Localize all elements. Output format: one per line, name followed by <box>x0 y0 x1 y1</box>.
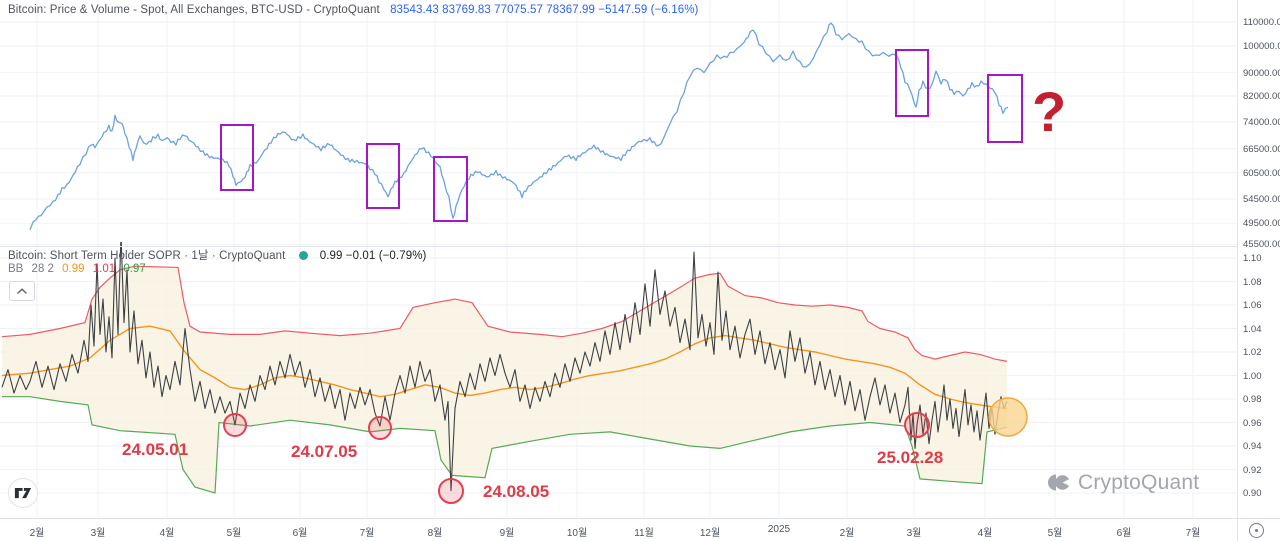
price-tick-label: 66500.00 <box>1243 144 1280 155</box>
bollinger-band-fill <box>2 266 1007 493</box>
bb-mid-value: 0.99 <box>62 263 85 275</box>
price-tick-label: 45500.00 <box>1243 239 1280 250</box>
time-tick-label: 12월 <box>699 528 721 539</box>
time-tick-label: 6월 <box>292 528 308 539</box>
price-scale-separator <box>1237 0 1238 541</box>
time-tick-label: 10월 <box>566 528 588 539</box>
time-tick-label: 9월 <box>499 528 515 539</box>
bb-upper-value: 1.01 <box>92 263 116 275</box>
price-tick-label: 100000.00 <box>1243 41 1280 52</box>
time-tick-label: 5월 <box>1047 528 1063 539</box>
orange-highlight-circle[interactable] <box>988 397 1028 437</box>
time-tick-label: 4월 <box>977 528 993 539</box>
time-tick-label: 2025 <box>767 524 791 535</box>
cryptoquant-watermark: CryptoQuant <box>1044 469 1199 496</box>
price-pane-title: Bitcoin: Price & Volume - Spot, All Exch… <box>8 4 380 16</box>
sopr-line <box>1 242 1008 492</box>
sopr-tick-label: 0.98 <box>1243 394 1262 405</box>
time-tick-label: 2월 <box>29 528 45 539</box>
pane-separator[interactable] <box>0 246 1237 247</box>
collapse-pane-button[interactable] <box>9 281 35 301</box>
time-tick-label: 3월 <box>906 528 922 539</box>
time-tick-label: 2월 <box>839 528 855 539</box>
sopr-tick-label: 0.92 <box>1243 465 1262 476</box>
sopr-tick-label: 1.06 <box>1243 300 1262 311</box>
bollinger-legend[interactable]: BB 28 2 0.99 1.01 0.97 <box>8 263 151 275</box>
price-pane-legend[interactable]: Bitcoin: Price & Volume - Spot, All Exch… <box>8 4 698 16</box>
sopr-tick-label: 1.04 <box>1243 324 1262 335</box>
sopr-pane-legend[interactable]: Bitcoin: Short Term Holder SOPR · 1날 · C… <box>8 247 426 263</box>
date-annotation-1[interactable]: 24.05.01 <box>122 440 189 459</box>
timezone-clock-icon[interactable] <box>1249 523 1264 538</box>
bollinger-middle-line <box>1 325 1008 410</box>
red-circle-markers[interactable] <box>223 412 930 504</box>
date-annotation-2[interactable]: 24.07.05 <box>291 442 358 461</box>
price-ohlc-values: 83543.43 83769.83 77075.57 78367.99 −514… <box>390 4 699 16</box>
price-tick-label: 54500.00 <box>1243 194 1280 205</box>
date-annotation-4[interactable]: 25.02.28 <box>877 448 944 467</box>
sopr-pane-title: Bitcoin: Short Term Holder SOPR · 1날 · C… <box>8 250 286 262</box>
bb-lower-value: 0.97 <box>123 263 146 275</box>
sopr-tick-label: 1.02 <box>1243 347 1262 358</box>
time-tick-label: 3월 <box>90 528 106 539</box>
time-tick-label: 11월 <box>634 528 654 539</box>
price-tick-label: 74000.00 <box>1243 117 1280 128</box>
sopr-tick-label: 0.94 <box>1243 441 1262 452</box>
price-tick-label: 110000.00 <box>1243 17 1280 28</box>
bollinger-lower-line <box>2 396 1008 494</box>
price-tick-label: 60500.00 <box>1243 168 1280 179</box>
sopr-values: 0.99 −0.01 (−0.79%) <box>319 250 427 262</box>
cryptoquant-logo-icon <box>1048 474 1071 491</box>
sopr-tick-label: 1.10 <box>1243 253 1262 264</box>
sopr-tick-label: 1.08 <box>1243 277 1262 288</box>
sopr-tick-label: 1.00 <box>1243 371 1262 382</box>
question-mark-annotation[interactable]: ? <box>1032 80 1067 143</box>
time-tick-label: 4월 <box>159 528 175 539</box>
cryptoquant-watermark-text: CryptoQuant <box>1078 470 1200 494</box>
bb-params: 28 2 <box>31 263 54 275</box>
date-annotation-3[interactable]: 24.08.05 <box>483 482 550 501</box>
sopr-tick-label: 0.90 <box>1243 488 1262 499</box>
bollinger-upper-line <box>1 265 1008 362</box>
time-tick-label: 7월 <box>359 528 375 539</box>
price-tick-label: 49500.00 <box>1243 218 1280 229</box>
chevron-up-icon <box>17 288 27 294</box>
time-tick-label: 7월 <box>1185 528 1201 539</box>
time-tick-label: 6월 <box>1116 528 1132 539</box>
time-axis-separator <box>0 518 1280 519</box>
price-tick-label: 82000.00 <box>1243 91 1280 102</box>
price-tick-label: 90000.00 <box>1243 68 1280 79</box>
purple-rectangle-drawings[interactable] <box>220 49 1023 222</box>
time-tick-label: 5월 <box>226 528 242 539</box>
bb-label: BB <box>8 263 24 275</box>
sopr-status-dot <box>299 251 309 260</box>
tradingview-logo-icon <box>14 488 32 499</box>
tradingview-logo[interactable] <box>8 478 38 508</box>
price-line <box>29 22 1009 231</box>
sopr-tick-label: 0.96 <box>1243 418 1262 429</box>
time-tick-label: 8월 <box>427 528 443 539</box>
